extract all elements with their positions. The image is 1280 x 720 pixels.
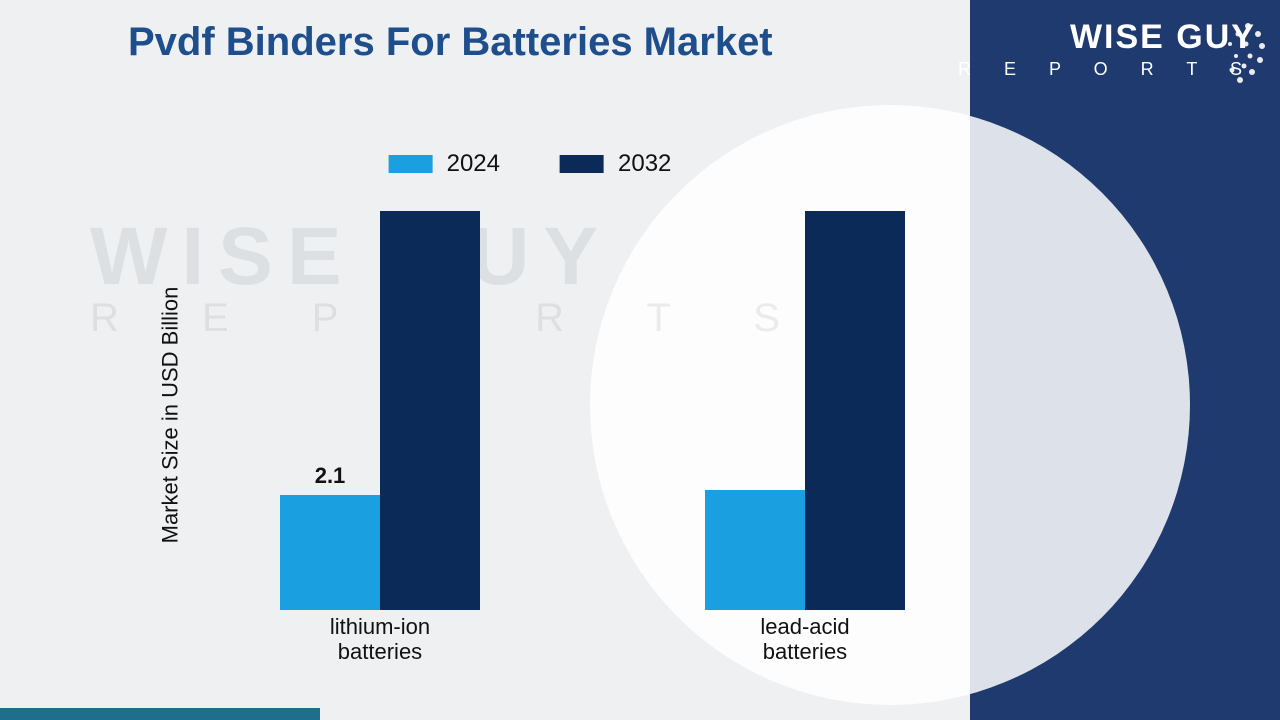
- logo-line2: R E P O R T S: [958, 59, 1256, 80]
- legend-item-2032: 2032: [560, 150, 671, 178]
- logo-line1: WISE GUY: [958, 18, 1256, 57]
- bar: [705, 490, 805, 610]
- chart-canvas: WISE GUY R E P O R T S Pvdf Binders For …: [0, 0, 1280, 720]
- chart-title: Pvdf Binders For Batteries Market: [128, 20, 773, 65]
- bar-group: lead-acidbatteries: [705, 200, 935, 610]
- legend-swatch-2032: [560, 155, 604, 173]
- category-label: lithium-ionbatteries: [265, 610, 495, 665]
- bar-chart: Market Size in USD Billion 2024 2032 2.1…: [100, 160, 960, 670]
- bottom-accent-bar: [0, 708, 320, 720]
- legend-label-2024: 2024: [447, 150, 500, 178]
- brand-logo: WISE GUY R E P O R T S: [958, 18, 1256, 80]
- legend-label-2032: 2032: [618, 150, 671, 178]
- legend: 2024 2032: [389, 150, 672, 178]
- bar: [280, 495, 380, 610]
- plot-area: 2.1lithium-ionbatteries lead-acidbatterie…: [160, 200, 960, 610]
- legend-swatch-2024: [389, 155, 433, 173]
- bar-group: 2.1lithium-ionbatteries: [280, 200, 510, 610]
- bar: [805, 211, 905, 610]
- category-label: lead-acidbatteries: [690, 610, 920, 665]
- legend-item-2024: 2024: [389, 150, 500, 178]
- bar: [380, 211, 480, 610]
- bar-value-label: 2.1: [280, 463, 380, 489]
